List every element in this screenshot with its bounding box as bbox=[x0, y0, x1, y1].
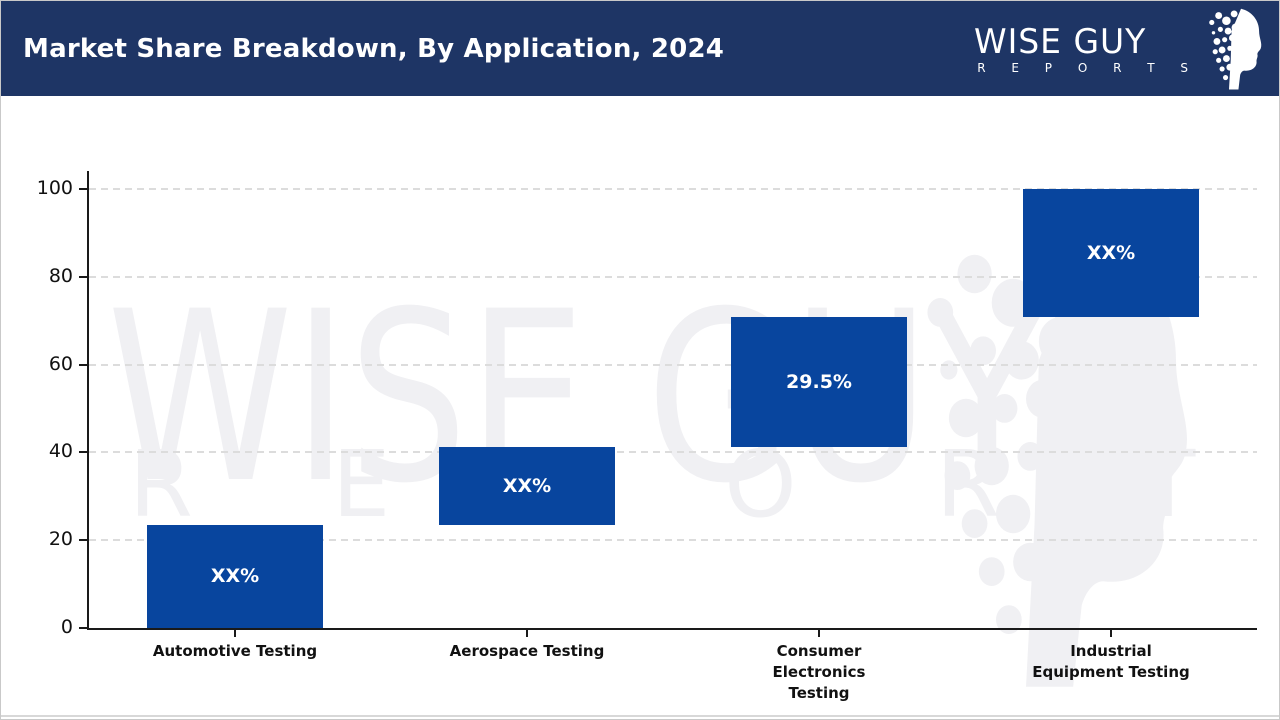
logo-text: WISE GUY R E P O R T S bbox=[974, 21, 1199, 76]
bar: XX% bbox=[1023, 189, 1199, 318]
y-tick-label: 20 bbox=[48, 528, 73, 551]
y-tick-mark bbox=[79, 275, 87, 278]
gridline bbox=[89, 363, 1257, 366]
y-tick-label: 60 bbox=[48, 352, 73, 375]
y-tick-mark bbox=[79, 451, 87, 454]
x-tick-mark bbox=[234, 630, 236, 637]
bar-value-label: XX% bbox=[502, 474, 552, 497]
bar-value-label: 29.5% bbox=[786, 370, 852, 393]
x-tick-mark bbox=[526, 630, 528, 637]
gridline bbox=[89, 451, 1257, 454]
gridline bbox=[89, 275, 1257, 278]
bar-value-label: XX% bbox=[1086, 242, 1136, 265]
y-tick-label: 100 bbox=[36, 177, 73, 199]
logo-face-icon bbox=[1209, 8, 1262, 90]
x-tick-mark bbox=[818, 630, 820, 637]
header-bar: Market Share Breakdown, By Application, … bbox=[1, 1, 1279, 96]
y-tick-label: 0 bbox=[60, 616, 73, 638]
x-tick-label: Industrial Equipment Testing bbox=[1032, 642, 1190, 681]
y-axis bbox=[87, 171, 89, 630]
page-title: Market Share Breakdown, By Application, … bbox=[23, 33, 725, 64]
logo-wordmark: WISE GUY bbox=[974, 21, 1147, 62]
footer-divider bbox=[1, 715, 1279, 717]
bar: 29.5% bbox=[731, 317, 907, 447]
bar: XX% bbox=[439, 446, 615, 525]
x-tick-label: Consumer Electronics Testing bbox=[772, 642, 866, 702]
gridline bbox=[89, 539, 1257, 542]
x-axis bbox=[87, 628, 1257, 630]
logo-tagline: R E P O R T S bbox=[977, 61, 1199, 76]
y-tick-mark bbox=[79, 539, 87, 542]
bar-value-label: XX% bbox=[210, 565, 260, 588]
y-tick-mark bbox=[79, 627, 87, 629]
y-tick-label: 40 bbox=[48, 440, 73, 463]
y-tick-label: 80 bbox=[48, 264, 73, 287]
y-tick-mark bbox=[79, 188, 87, 190]
x-tick-label: Aerospace Testing bbox=[449, 642, 605, 660]
brand-logo: WISE GUY R E P O R T S bbox=[974, 7, 1267, 93]
gridline bbox=[89, 188, 1257, 190]
x-tick-label: Automotive Testing bbox=[152, 642, 318, 660]
y-tick-mark bbox=[79, 363, 87, 366]
x-tick-mark bbox=[1110, 630, 1112, 637]
bar: XX% bbox=[147, 524, 323, 628]
